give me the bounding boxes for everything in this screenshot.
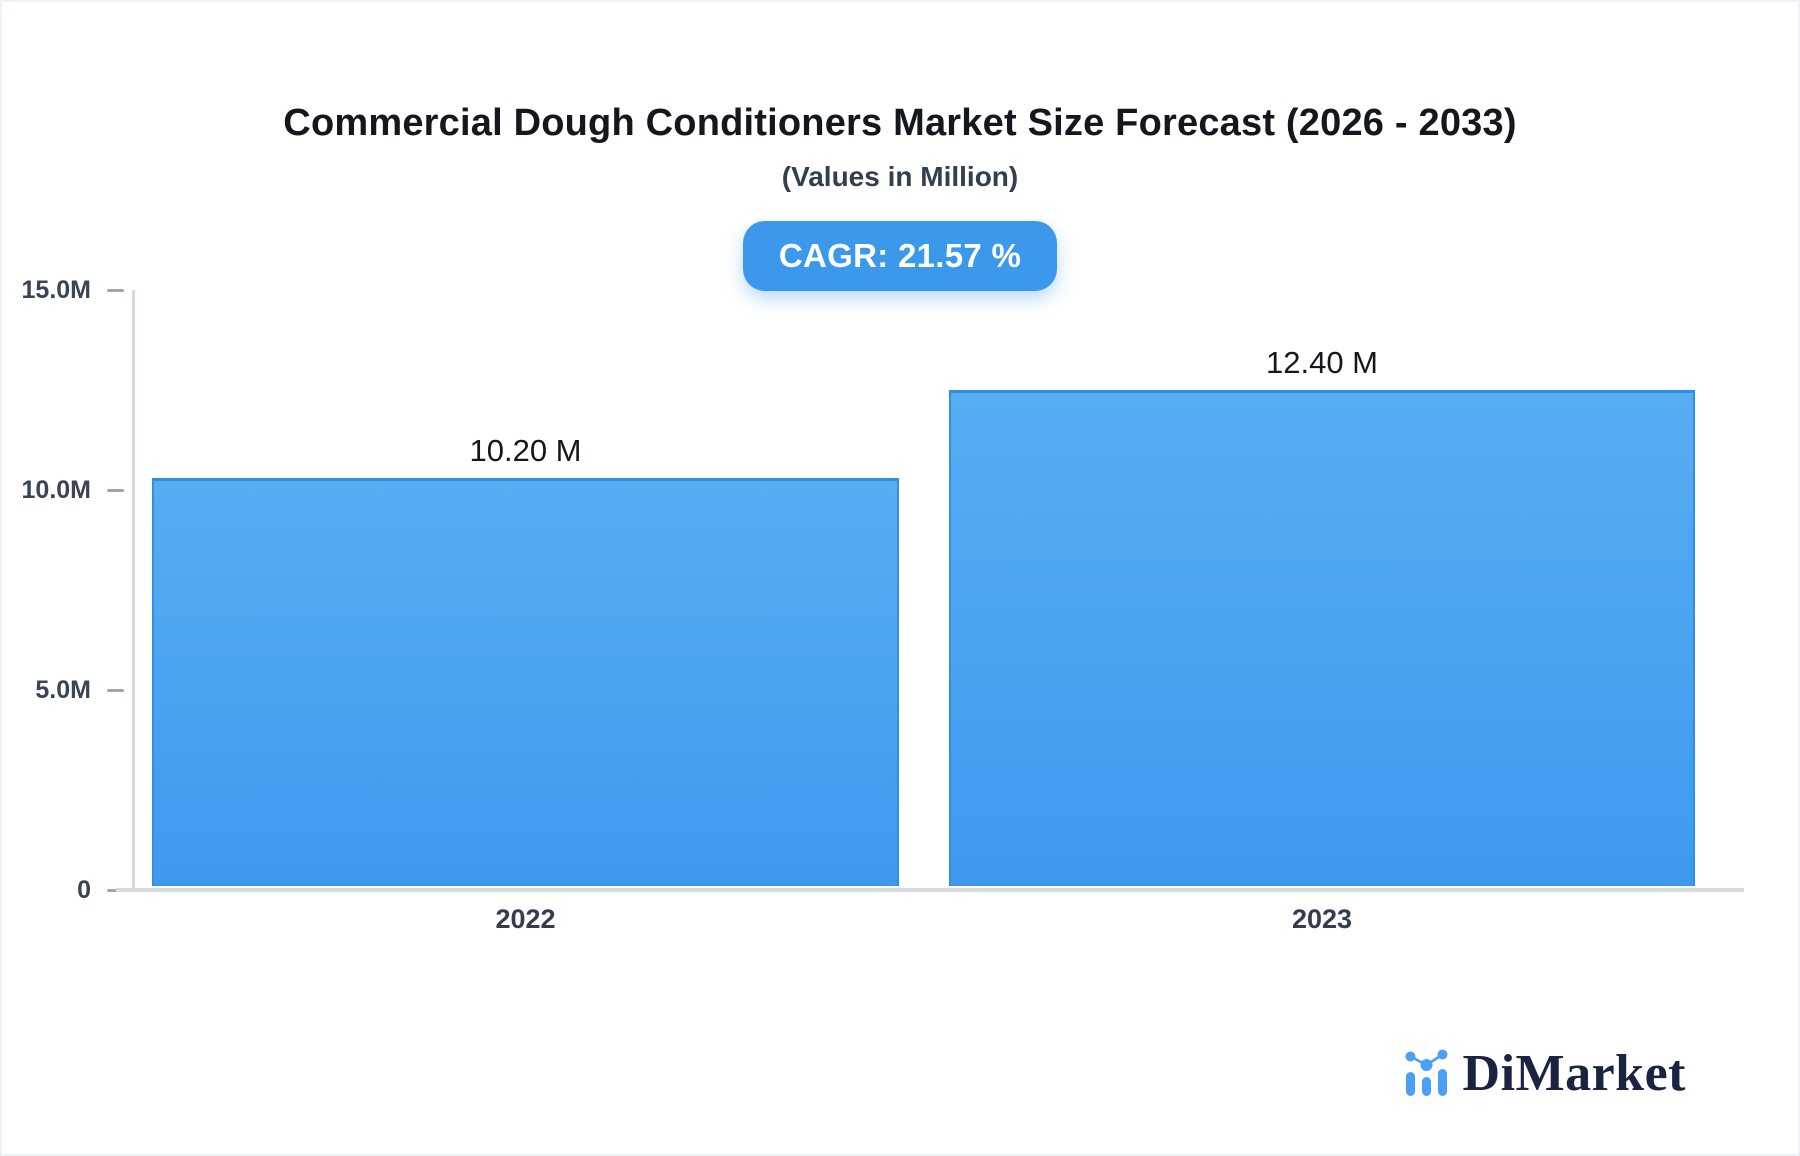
y-tick-label: 0 [77, 875, 91, 904]
y-tick-dash [107, 288, 124, 292]
y-tick: 0 [2, 875, 124, 904]
bar-value-label: 12.40 M [1265, 345, 1378, 380]
bar-2022[interactable] [152, 478, 899, 886]
chart-title: Commercial Dough Conditioners Market Siz… [283, 102, 1517, 144]
x-axis-label-2022: 2022 [495, 904, 556, 934]
y-tick-label: 10.0M [21, 475, 91, 504]
y-tick: 10.0M [2, 475, 124, 504]
x-axis-label-2023: 2023 [1291, 904, 1353, 934]
cagr-badge: CAGR: 21.57 % [742, 221, 1058, 291]
y-tick: 5.0M [2, 675, 124, 704]
bar-chart-icon [1404, 1048, 1450, 1096]
badge-row: CAGR: 21.57 % [2, 221, 1798, 291]
bar-2023[interactable] [949, 390, 1695, 886]
y-tick: 15.0M [2, 275, 124, 304]
y-tick-dash [107, 888, 124, 892]
bar-group-2022: 10.20 M [152, 433, 899, 886]
logo-text: DiMarket [1462, 1045, 1686, 1103]
bar-value-label: 10.20 M [469, 433, 582, 468]
y-tick-dash [107, 488, 124, 492]
y-tick-label: 5.0M [35, 675, 91, 704]
y-tick-label: 15.0M [21, 275, 91, 304]
y-tick-dash [107, 688, 124, 692]
bar-group-2023: 12.40 M [949, 345, 1695, 886]
dimarket-logo: DiMarket [1404, 1045, 1686, 1103]
chart-subtitle: (Values in Million) [781, 161, 1019, 192]
x-axis-line [116, 888, 1744, 892]
y-axis-line [132, 290, 135, 890]
